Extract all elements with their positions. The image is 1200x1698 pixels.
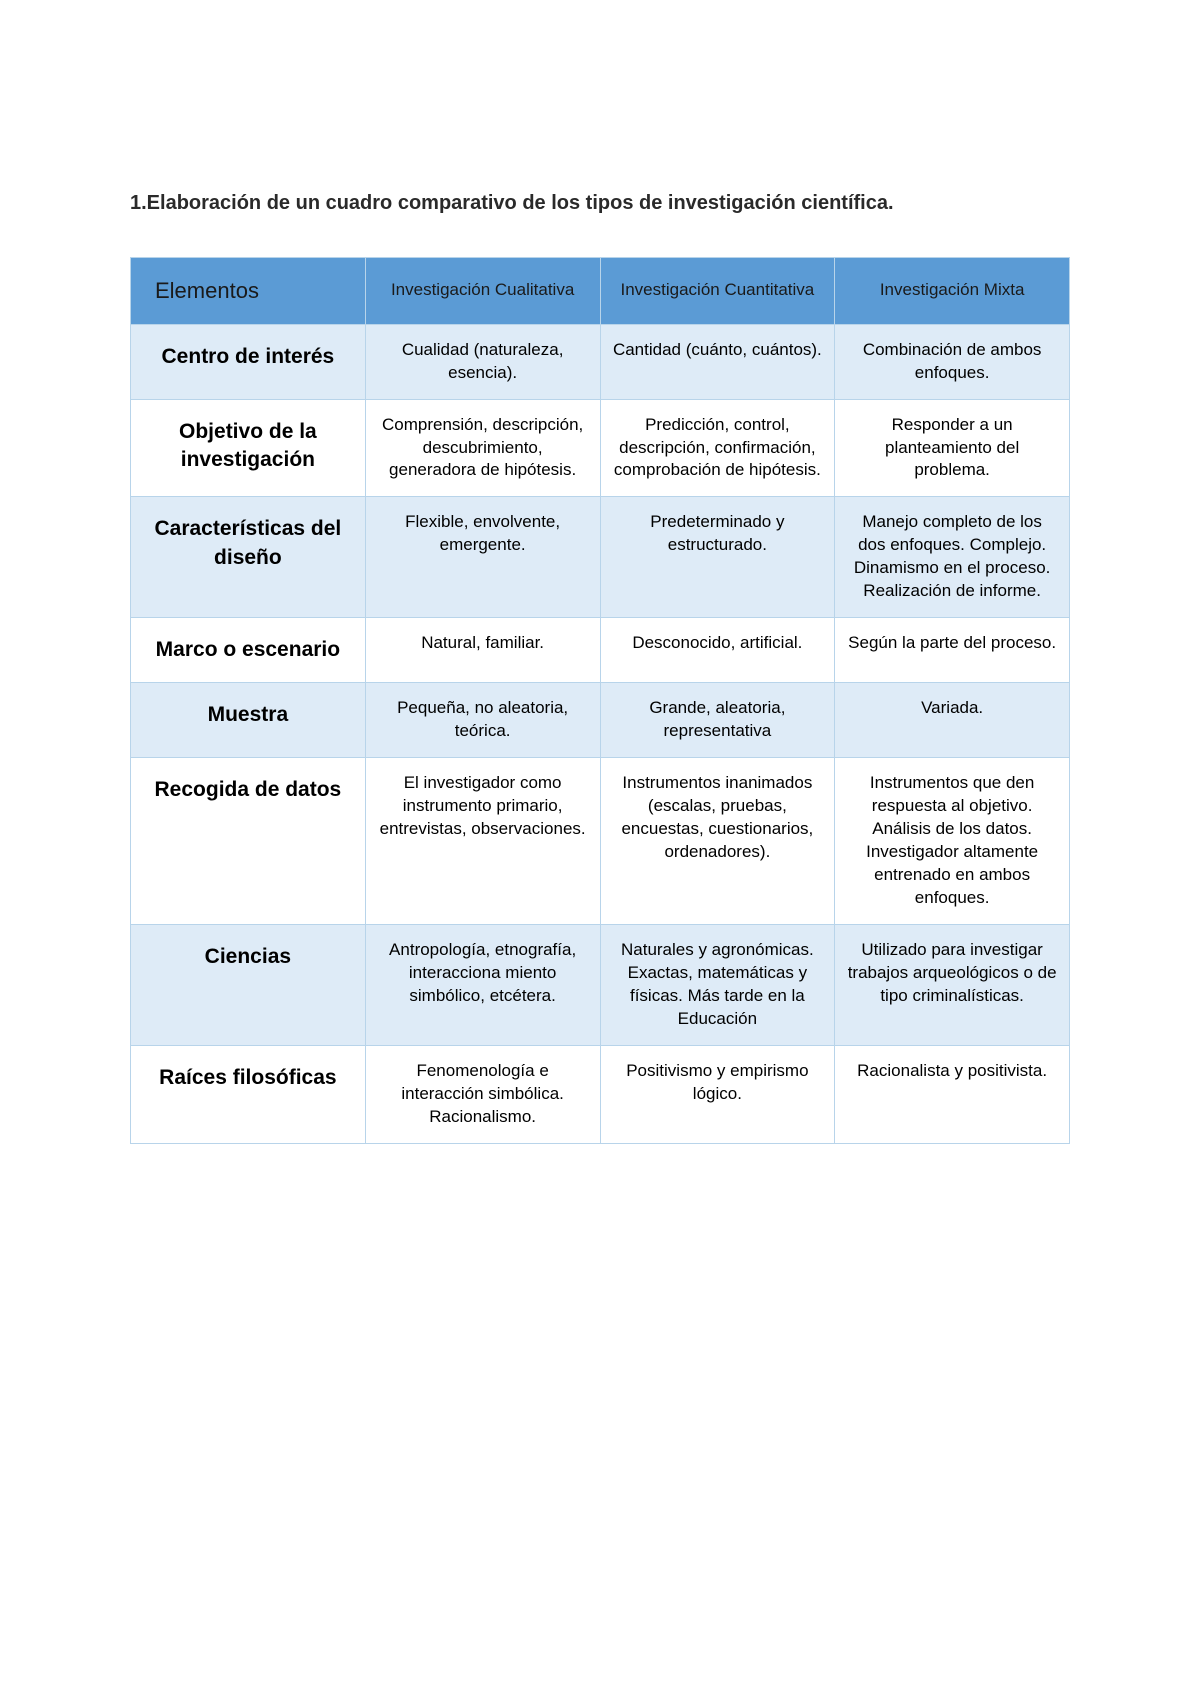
row-value-cell: El investigador como instrumento primari… bbox=[365, 758, 600, 925]
table-row: Objetivo de la investigaciónComprensión,… bbox=[131, 399, 1070, 497]
row-value-cell: Grande, aleatoria, representativa bbox=[600, 683, 835, 758]
row-value-cell: Positivismo y empirismo lógico. bbox=[600, 1045, 835, 1143]
row-value-cell: Antropología, etnografía, interacciona m… bbox=[365, 924, 600, 1045]
table-row: MuestraPequeña, no aleatoria, teórica.Gr… bbox=[131, 683, 1070, 758]
row-value-cell: Según la parte del proceso. bbox=[835, 618, 1070, 683]
row-value-cell: Cualidad (naturaleza, esencia). bbox=[365, 324, 600, 399]
row-value-cell: Variada. bbox=[835, 683, 1070, 758]
row-label-cell: Raíces filosóficas bbox=[131, 1045, 366, 1143]
row-value-cell: Instrumentos que den respuesta al objeti… bbox=[835, 758, 1070, 925]
table-row: Raíces filosóficasFenomenología e intera… bbox=[131, 1045, 1070, 1143]
row-value-cell: Utilizado para investigar trabajos arque… bbox=[835, 924, 1070, 1045]
page-title: 1.Elaboración de un cuadro comparativo d… bbox=[130, 190, 1070, 217]
table-row: Características del diseñoFlexible, envo… bbox=[131, 497, 1070, 618]
row-label-cell: Centro de interés bbox=[131, 324, 366, 399]
row-value-cell: Flexible, envolvente, emergente. bbox=[365, 497, 600, 618]
table-row: Recogida de datosEl investigador como in… bbox=[131, 758, 1070, 925]
row-value-cell: Naturales y agronómicas. Exactas, matemá… bbox=[600, 924, 835, 1045]
table-body: Centro de interésCualidad (naturaleza, e… bbox=[131, 324, 1070, 1143]
header-cell-mixta: Investigación Mixta bbox=[835, 258, 1070, 325]
row-label-cell: Muestra bbox=[131, 683, 366, 758]
row-value-cell: Predeterminado y estructurado. bbox=[600, 497, 835, 618]
row-value-cell: Fenomenología e interacción simbólica. R… bbox=[365, 1045, 600, 1143]
row-value-cell: Cantidad (cuánto, cuántos). bbox=[600, 324, 835, 399]
header-cell-elementos: Elementos bbox=[131, 258, 366, 325]
row-value-cell: Instrumentos inanimados (escalas, prueba… bbox=[600, 758, 835, 925]
header-cell-cuantitativa: Investigación Cuantitativa bbox=[600, 258, 835, 325]
row-label-cell: Características del diseño bbox=[131, 497, 366, 618]
row-value-cell: Responder a un planteamiento del problem… bbox=[835, 399, 1070, 497]
row-value-cell: Racionalista y positivista. bbox=[835, 1045, 1070, 1143]
row-label-cell: Marco o escenario bbox=[131, 618, 366, 683]
row-value-cell: Predicción, control, descripción, confir… bbox=[600, 399, 835, 497]
row-label-cell: Objetivo de la investigación bbox=[131, 399, 366, 497]
comparative-table: Elementos Investigación Cualitativa Inve… bbox=[130, 257, 1070, 1144]
row-label-cell: Recogida de datos bbox=[131, 758, 366, 925]
row-value-cell: Manejo completo de los dos enfoques. Com… bbox=[835, 497, 1070, 618]
row-value-cell: Desconocido, artificial. bbox=[600, 618, 835, 683]
row-value-cell: Pequeña, no aleatoria, teórica. bbox=[365, 683, 600, 758]
row-value-cell: Natural, familiar. bbox=[365, 618, 600, 683]
table-header-row: Elementos Investigación Cualitativa Inve… bbox=[131, 258, 1070, 325]
row-label-cell: Ciencias bbox=[131, 924, 366, 1045]
table-row: CienciasAntropología, etnografía, intera… bbox=[131, 924, 1070, 1045]
row-value-cell: Comprensión, descripción, descubrimiento… bbox=[365, 399, 600, 497]
table-row: Centro de interésCualidad (naturaleza, e… bbox=[131, 324, 1070, 399]
table-row: Marco o escenarioNatural, familiar.Desco… bbox=[131, 618, 1070, 683]
header-cell-cualitativa: Investigación Cualitativa bbox=[365, 258, 600, 325]
row-value-cell: Combinación de ambos enfoques. bbox=[835, 324, 1070, 399]
